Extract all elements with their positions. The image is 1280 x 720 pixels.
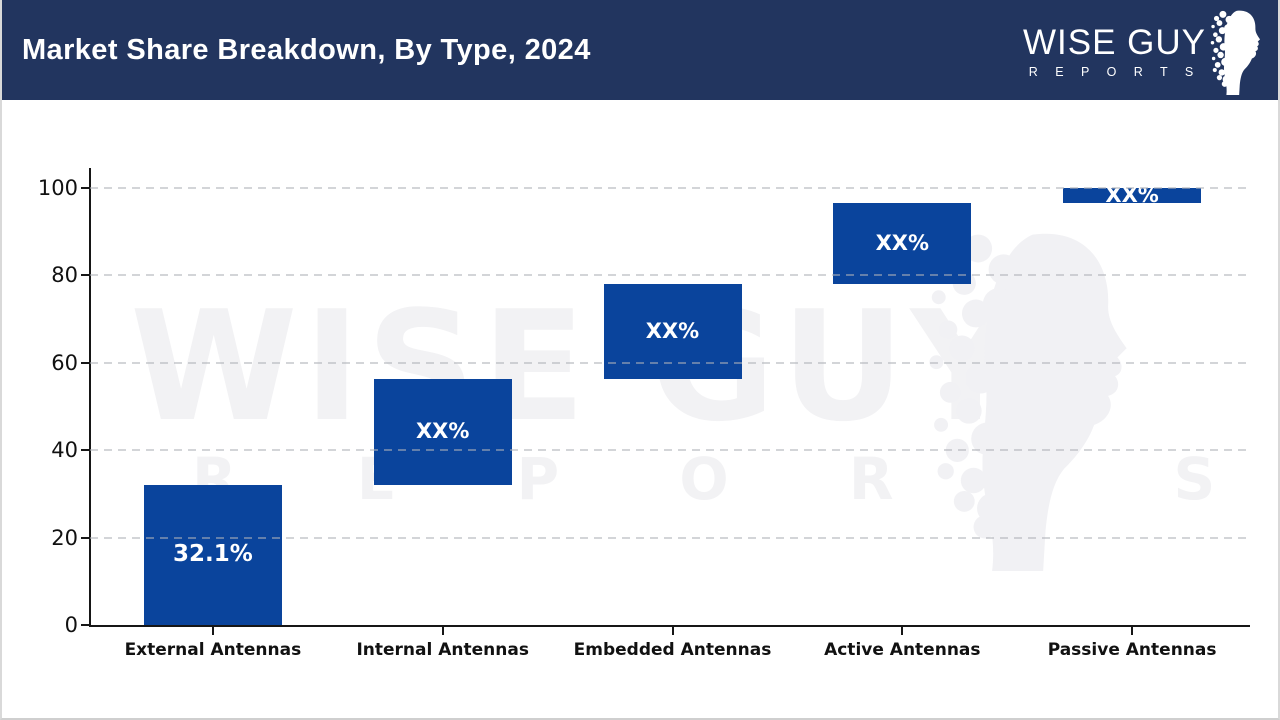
- x-axis-line: [89, 625, 1250, 627]
- bar-value-label: XX%: [645, 318, 700, 343]
- y-tick-label: 0: [64, 613, 78, 637]
- bar-value-label: XX%: [415, 419, 470, 444]
- gridline-80: [90, 274, 1250, 277]
- bar-segment: XX%: [1063, 183, 1202, 208]
- y-tick-60: [81, 361, 89, 364]
- category-label: Embedded Antennas: [573, 640, 772, 660]
- brand-logo: WISE GUY R E P O R T S: [1023, 6, 1268, 96]
- y-axis-line: [89, 168, 91, 627]
- brand-logo-text: WISE GUY R E P O R T S: [1023, 23, 1206, 79]
- bar-value-label: 32.1%: [172, 541, 253, 568]
- watermark-text: WISE GUY: [130, 278, 1027, 455]
- y-tick-0: [81, 624, 89, 626]
- y-tick-label: 40: [51, 438, 78, 463]
- bar-value-label: XX%: [1105, 183, 1159, 208]
- gridline-40: [90, 449, 1250, 452]
- y-tick-label: 20: [51, 525, 78, 550]
- gridline-60: [90, 361, 1250, 364]
- y-tick-label: 100: [37, 176, 78, 200]
- category-label: Active Antennas: [824, 640, 981, 660]
- chart-title: Market Share Breakdown, By Type, 2024: [22, 33, 591, 66]
- x-tick: [211, 627, 214, 635]
- x-tick: [901, 627, 904, 635]
- x-tick: [671, 627, 674, 635]
- bar-segment: XX%: [603, 284, 742, 379]
- y-tick-80: [81, 274, 89, 277]
- brand-name: WISE GUY: [1022, 23, 1206, 62]
- category-label: Passive Antennas: [1047, 640, 1217, 660]
- bar-segment: XX%: [833, 203, 972, 285]
- bar-segment: 32.1%: [143, 484, 282, 625]
- y-tick-40: [81, 449, 89, 452]
- x-tick: [1131, 627, 1134, 635]
- x-tick: [441, 627, 444, 635]
- y-tick-label: 80: [51, 263, 78, 288]
- y-tick-20: [81, 536, 89, 539]
- category-label: External Antennas: [124, 640, 302, 660]
- y-tick-100: [81, 187, 89, 189]
- brand-face-icon: [1208, 8, 1268, 95]
- gridline-20: [90, 536, 1250, 539]
- y-tick-label: 60: [51, 350, 78, 375]
- gridline-100: [90, 187, 1250, 189]
- bar-segment: XX%: [373, 378, 512, 485]
- header-banner: Market Share Breakdown, By Type, 2024 WI…: [2, 0, 1278, 100]
- category-label: Internal Antennas: [356, 640, 529, 660]
- bar-value-label: XX%: [875, 231, 930, 256]
- waterfall-chart: WISE GUY R E P O R T S 0 20 40 60 80 100 32.1%…: [2, 100, 1278, 718]
- brand-subtitle: R E P O R T S: [1028, 65, 1201, 79]
